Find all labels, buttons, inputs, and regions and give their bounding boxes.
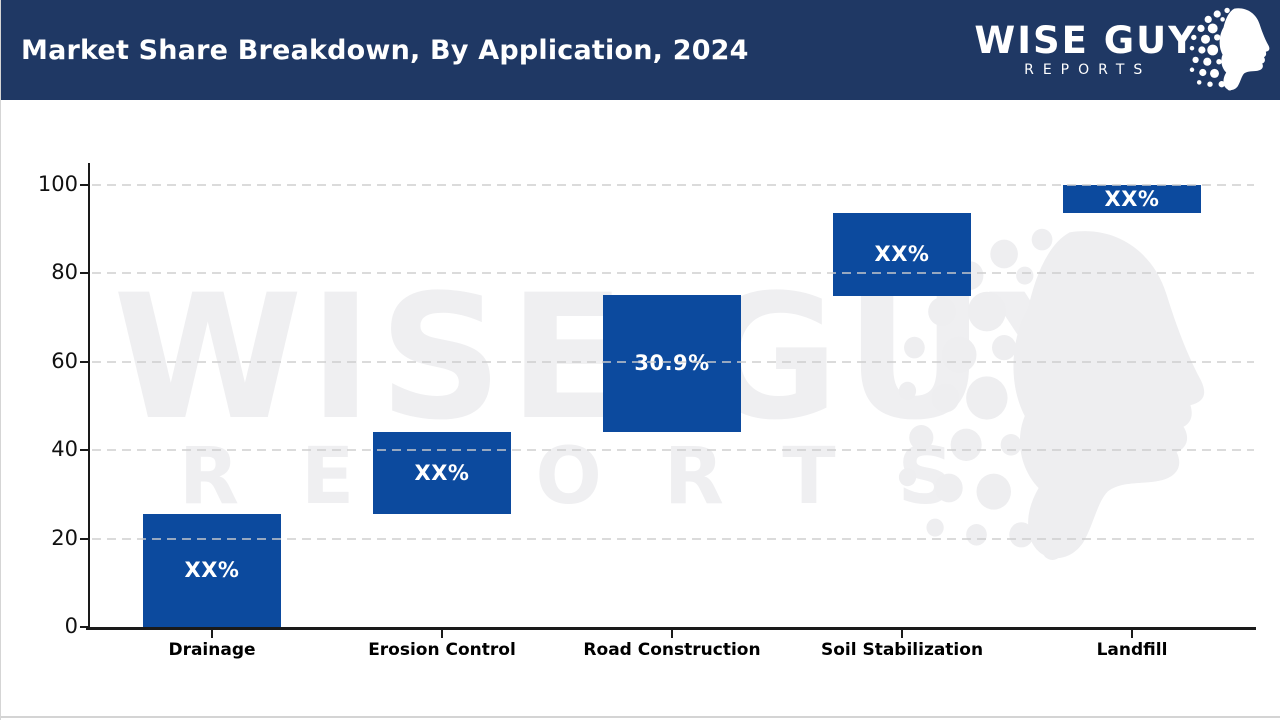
bar-landfill: XX% bbox=[1063, 184, 1201, 214]
y-tick-mark-0 bbox=[80, 626, 88, 628]
x-tick-mark-landfill bbox=[1131, 630, 1133, 638]
gridline-40 bbox=[92, 449, 1254, 451]
header-bar: Market Share Breakdown, By Application, … bbox=[1, 0, 1280, 100]
gridline-80 bbox=[92, 272, 1254, 274]
watermark-subtext: REPORTS bbox=[179, 432, 1016, 522]
bar-road-construction: 30.9% bbox=[603, 295, 741, 432]
y-tick-label-0: 0 bbox=[64, 614, 78, 638]
logo-subtext: REPORTS bbox=[1024, 62, 1152, 78]
wise-guy-reports-logo: WISE GUY REPORTS bbox=[974, 5, 1280, 95]
footer-divider bbox=[1, 716, 1280, 718]
bar-value-label-road-construction: 30.9% bbox=[634, 351, 710, 376]
y-tick-label-40: 40 bbox=[51, 437, 78, 461]
y-tick-label-20: 20 bbox=[51, 525, 78, 550]
gridline-20 bbox=[92, 537, 1254, 540]
category-label-erosion-control: Erosion Control bbox=[368, 640, 516, 660]
page-title: Market Share Breakdown, By Application, … bbox=[21, 34, 749, 66]
category-label-road-construction: Road Construction bbox=[583, 640, 761, 660]
bar-erosion-control: XX% bbox=[373, 431, 511, 514]
y-tick-label-60: 60 bbox=[51, 348, 78, 373]
x-tick-mark-soil-stabilization bbox=[901, 630, 903, 638]
y-tick-mark-80 bbox=[80, 272, 88, 274]
category-label-landfill: Landfill bbox=[1096, 640, 1168, 660]
logo-wordmark: WISE GUY bbox=[974, 19, 1197, 62]
logo-wordmark-block: WISE GUY REPORTS bbox=[974, 22, 1197, 78]
bar-drainage: XX% bbox=[143, 513, 281, 627]
gridline-60 bbox=[92, 360, 1254, 363]
dotted-head-profile-icon bbox=[1189, 7, 1270, 91]
y-tick-label-100: 100 bbox=[37, 171, 78, 196]
bar-value-label-landfill: XX% bbox=[1104, 186, 1160, 211]
y-tick-mark-40 bbox=[80, 449, 88, 451]
x-tick-mark-drainage bbox=[211, 630, 213, 638]
bar-value-label-erosion-control: XX% bbox=[414, 460, 470, 485]
x-axis-line bbox=[86, 627, 1256, 630]
y-tick-mark-100 bbox=[80, 183, 88, 186]
bar-value-label-soil-stabilization: XX% bbox=[874, 242, 930, 267]
gridline-100 bbox=[92, 183, 1254, 186]
category-label-soil-stabilization: Soil Stabilization bbox=[820, 640, 984, 660]
bar-soil-stabilization: XX% bbox=[833, 213, 971, 296]
category-label-drainage: Drainage bbox=[168, 640, 256, 660]
y-tick-mark-20 bbox=[80, 537, 88, 540]
y-tick-mark-60 bbox=[80, 360, 88, 363]
y-tick-label-80: 80 bbox=[51, 260, 78, 284]
x-tick-mark-erosion-control bbox=[441, 630, 443, 638]
y-axis-line bbox=[88, 163, 90, 629]
bar-value-label-drainage: XX% bbox=[184, 558, 240, 583]
x-tick-mark-road-construction bbox=[671, 630, 673, 638]
